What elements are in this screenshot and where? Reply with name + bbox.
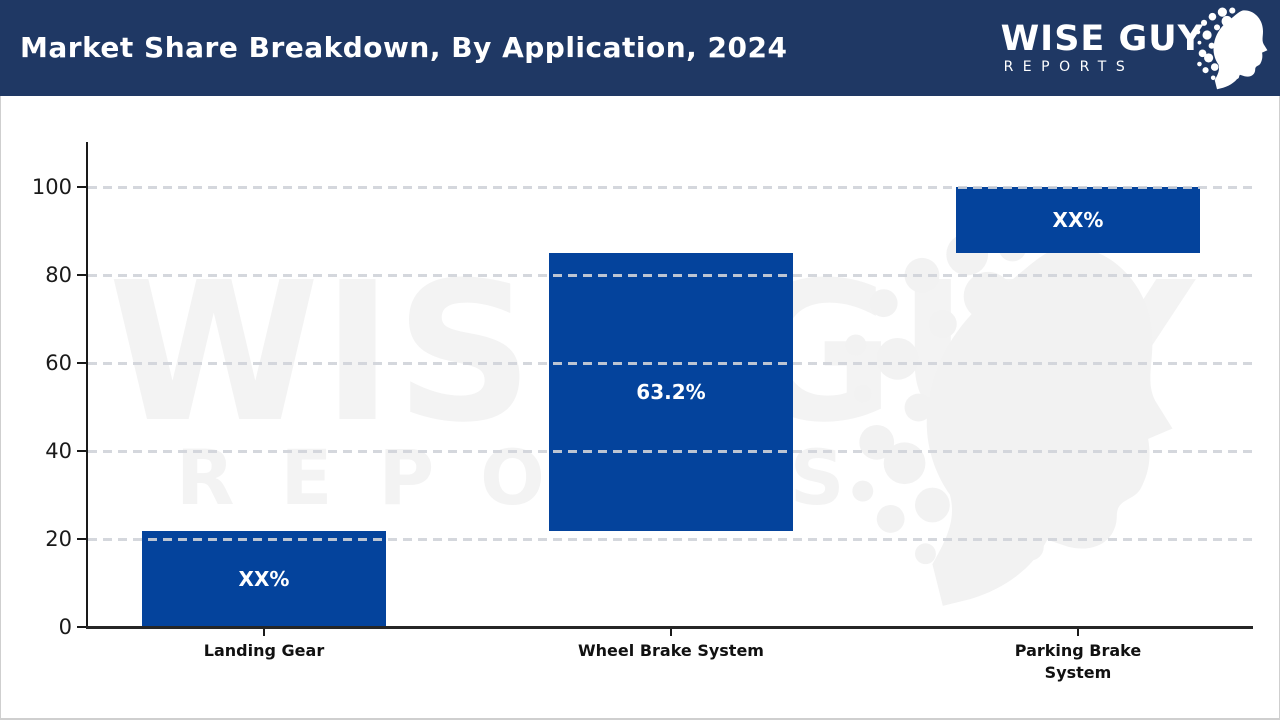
header-bar: Market Share Breakdown, By Application, … [0, 0, 1280, 96]
y-tick-mark-60 [77, 362, 86, 364]
watermark-head-logo [845, 233, 1173, 606]
gridline-60 [88, 362, 1253, 365]
y-tick-label-80: 80 [45, 263, 72, 287]
x-tick-mark-landing-gear [263, 629, 265, 636]
y-tick-label-40: 40 [45, 439, 72, 463]
gridline-80 [88, 274, 1253, 277]
category-label-wheel-brake-system: Wheel Brake System [578, 641, 764, 660]
y-tick-mark-100 [77, 186, 86, 188]
x-axis-line [86, 626, 1253, 629]
wiseguy-logo: WISE GUY REPORTS [1001, 5, 1270, 91]
gridline-40 [88, 450, 1253, 453]
y-tick-label-100: 100 [31, 175, 72, 199]
bar-value-label-parking-brake-system: XX% [1052, 208, 1104, 232]
bar-landing-gear [142, 531, 386, 627]
wiseguy-logo-text: WISE GUY REPORTS [1001, 21, 1204, 75]
y-tick-mark-80 [77, 274, 86, 276]
y-tick-label-0: 0 [58, 615, 72, 639]
gridline-100 [88, 186, 1253, 189]
bar-parking-brake-system [956, 187, 1200, 253]
wiseguy-logo-name: WISE GUY [1000, 19, 1204, 60]
gridline-20 [88, 538, 1253, 541]
wiseguy-logo-reports: REPORTS [1003, 58, 1135, 75]
y-tick-label-20: 20 [45, 527, 72, 551]
bar-wheel-brake-system [549, 253, 793, 532]
x-tick-mark-parking-brake-system [1077, 629, 1079, 636]
y-axis-line [86, 142, 88, 629]
bar-value-label-wheel-brake-system: 63.2% [636, 380, 706, 405]
x-tick-mark-wheel-brake-system [670, 629, 672, 636]
wiseguy-head-icon [1195, 7, 1268, 90]
y-tick-label-60: 60 [45, 351, 72, 375]
category-label-landing-gear: Landing Gear [203, 641, 325, 660]
y-tick-mark-0 [77, 626, 86, 628]
page-title: Market Share Breakdown, By Application, … [20, 31, 788, 64]
category-label-parking-brake-system: Parking Brake System [1014, 641, 1142, 682]
y-tick-mark-20 [77, 538, 86, 540]
bar-value-label-landing-gear: XX% [238, 567, 290, 592]
y-tick-mark-40 [77, 450, 86, 452]
